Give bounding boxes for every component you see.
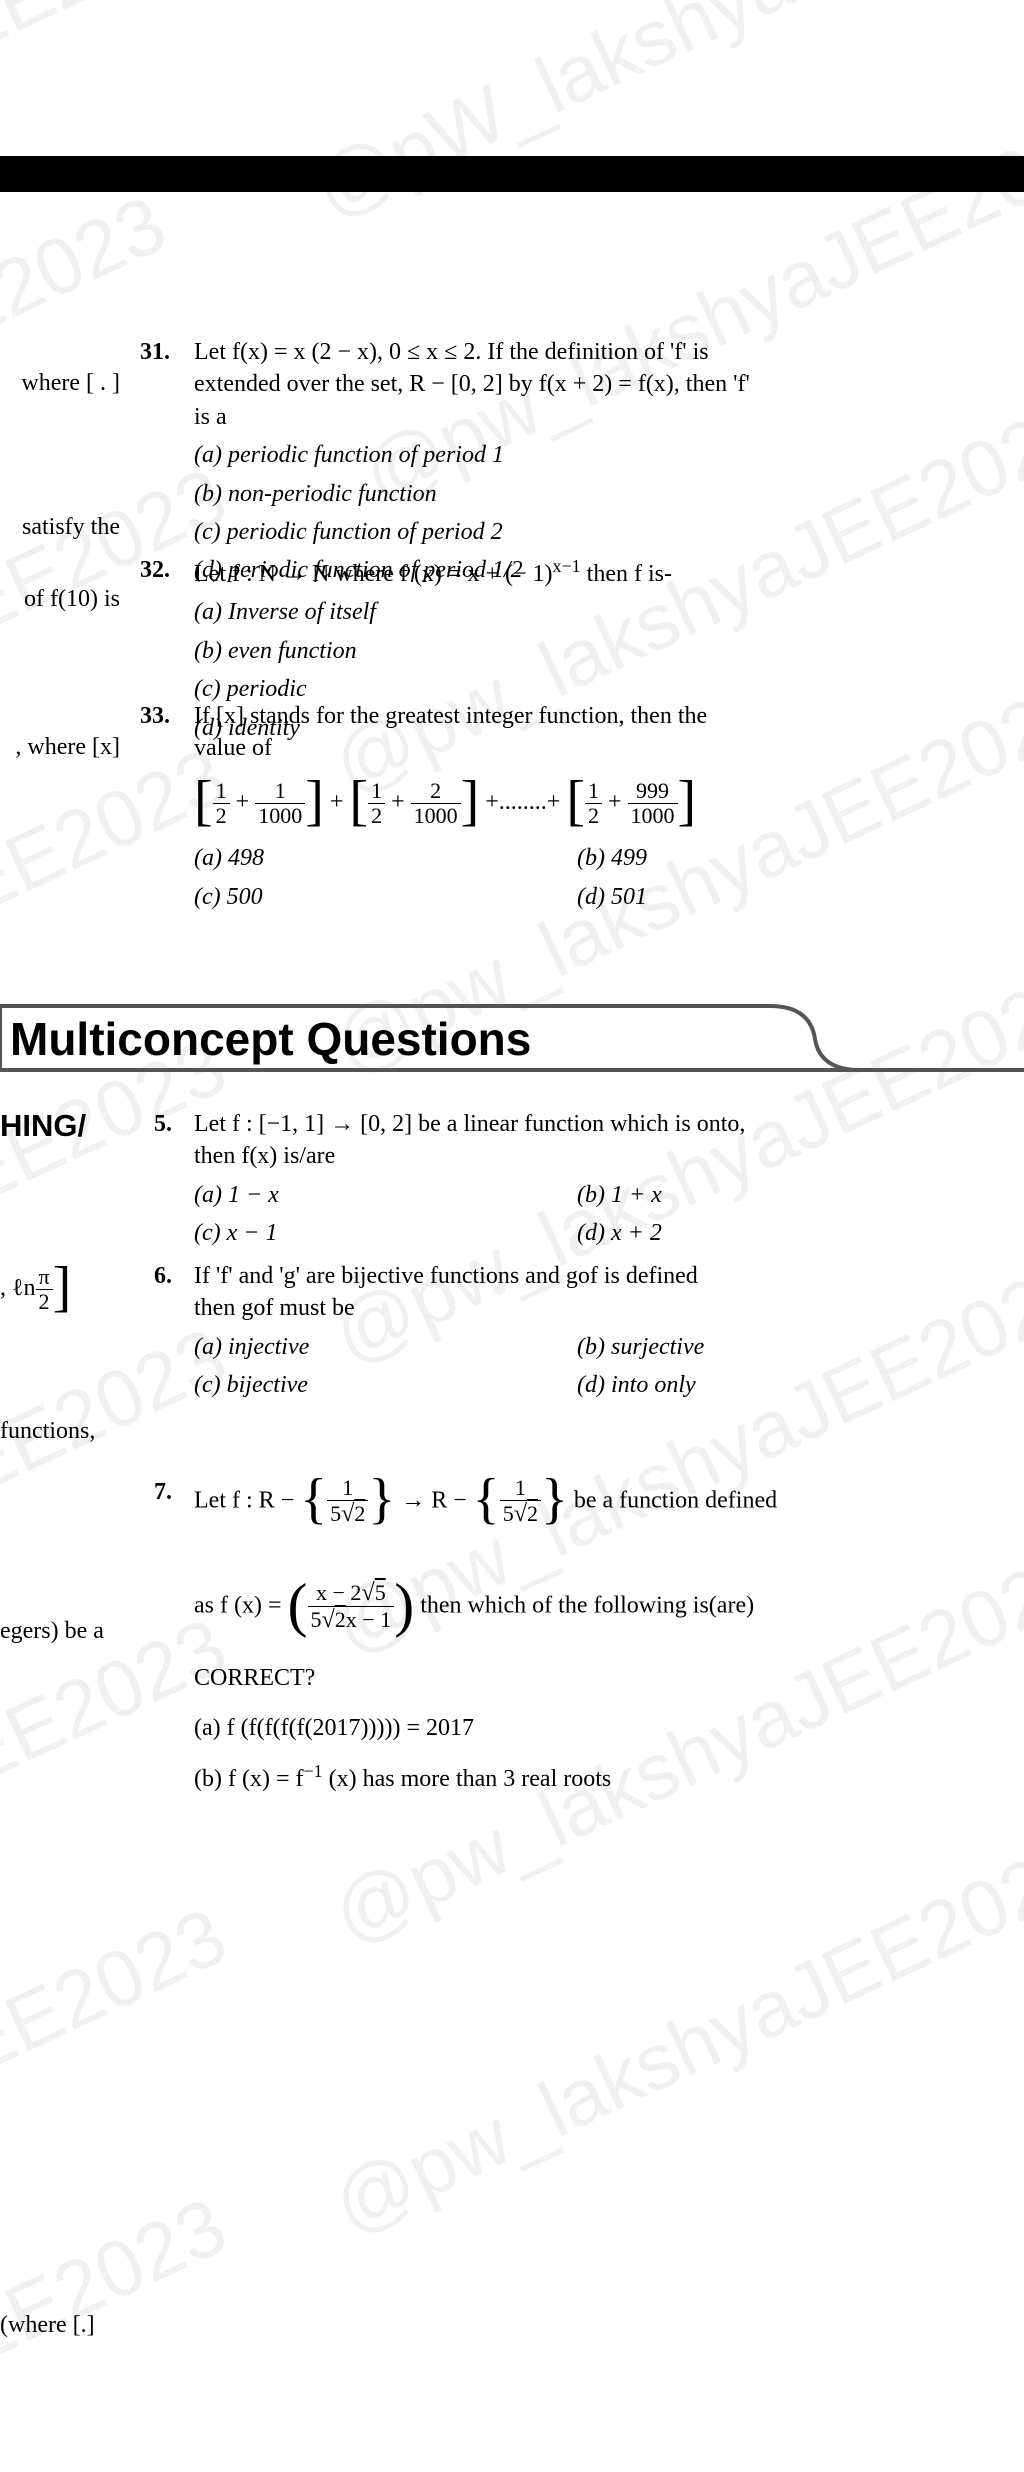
option-d: (d) into only [577,1369,960,1401]
option-a: (a) Inverse of itself [194,596,960,628]
question-stem: extended over the set, R − [0, 2] by f(x… [194,368,960,400]
left-fragment-lnpi2: , ℓnπ2] [0,1265,71,1314]
option-a: (a) f (f(f(f(f(2017))))) = 2017 [194,1712,960,1744]
left-fragment: functions, [0,1418,120,1445]
option-a: (a) injective [194,1331,577,1363]
option-c: (c) x − 1 [194,1217,577,1249]
option-a: (a) 498 [194,842,577,874]
question-stem: value of [194,732,960,764]
question-number: 32. [140,554,170,586]
question-stem: is a [194,401,960,433]
question-stem: as f (x) = (x − 2√55√2x − 1) then which … [194,1580,960,1634]
option-a: (a) 1 − x [194,1179,577,1211]
question-stem: Let f : [−1, 1] → [0, 2] be a linear fun… [194,1108,960,1140]
black-bar [0,156,1024,192]
question-stem: Let f(x) = x (2 − x), 0 ≤ x ≤ 2. If the … [194,336,960,368]
question-stem: then gof must be [194,1292,960,1324]
question-stem: If [x] stands for the greatest integer f… [194,700,960,732]
option-c: (c) 500 [194,881,577,913]
option-b: (b) 1 + x [577,1179,960,1211]
option-b: (b) even function [194,635,960,667]
watermark: @pw_lakshyaJEE2023 [319,1820,1024,2252]
option-c: (c) bijective [194,1369,577,1401]
option-d: (d) x + 2 [577,1217,960,1249]
option-b: (b) f (x) = f−1 (x) has more than 3 real… [194,1759,960,1795]
question-6: 6. If 'f' and 'g' are bijective function… [140,1260,960,1402]
watermark: @pW_lakshyaJEE2023 [300,0,1024,236]
question-31: 31. Let f(x) = x (2 − x), 0 ≤ x ≤ 2. If … [140,336,960,587]
question-stem-correct: CORRECT? [194,1662,960,1694]
question-number: 31. [140,336,170,368]
watermark: shyaJEE2023 [0,1890,240,2182]
section-header: Multiconcept Questions [10,1012,531,1066]
ln-text: , ℓn [0,1275,36,1301]
question-33: 33. If [x] stands for the greatest integ… [140,700,960,913]
question-5: 5. Let f : [−1, 1] → [0, 2] be a linear … [140,1108,960,1250]
option-a: (a) periodic function of period 1 [194,439,960,471]
question-stem: then f(x) is/are [194,1140,960,1172]
option-c: (c) periodic function of period 2 [194,516,960,548]
watermark: shyaJEE2023 [0,0,230,162]
left-fragment: of f(10) is [0,586,120,613]
question-number: 5. [154,1108,172,1140]
question-7: 7. Let f : R − {15√2} → R − {15√2} be a … [140,1476,960,1795]
option-b: (b) surjective [577,1331,960,1363]
question-stem: If 'f' and 'g' are bijective functions a… [194,1260,960,1292]
question-stem: Let f : N → N where f (x) = x + (− 1)x−1… [194,554,960,590]
left-fragment-hing: HING/ [0,1108,86,1144]
question-number: 6. [154,1260,172,1292]
question-number: 7. [154,1476,172,1508]
question-stem: Let f : R − {15√2} → R − {15√2} be a fun… [194,1476,960,1528]
option-b: (b) 499 [577,842,960,874]
option-d: (d) 501 [577,881,960,913]
question-number: 33. [140,700,170,732]
left-fragment: , where [x] [0,734,120,761]
option-b: (b) non-periodic function [194,478,960,510]
left-fragment: egers) be a [0,1618,120,1645]
left-fragment: (where [.] [0,2312,95,2339]
left-fragment: satisfy the [0,514,120,541]
left-fragment: where [ . ] [0,370,120,397]
math-expression: [12 + 11000] + [12 + 21000] +........+ [… [194,779,960,828]
